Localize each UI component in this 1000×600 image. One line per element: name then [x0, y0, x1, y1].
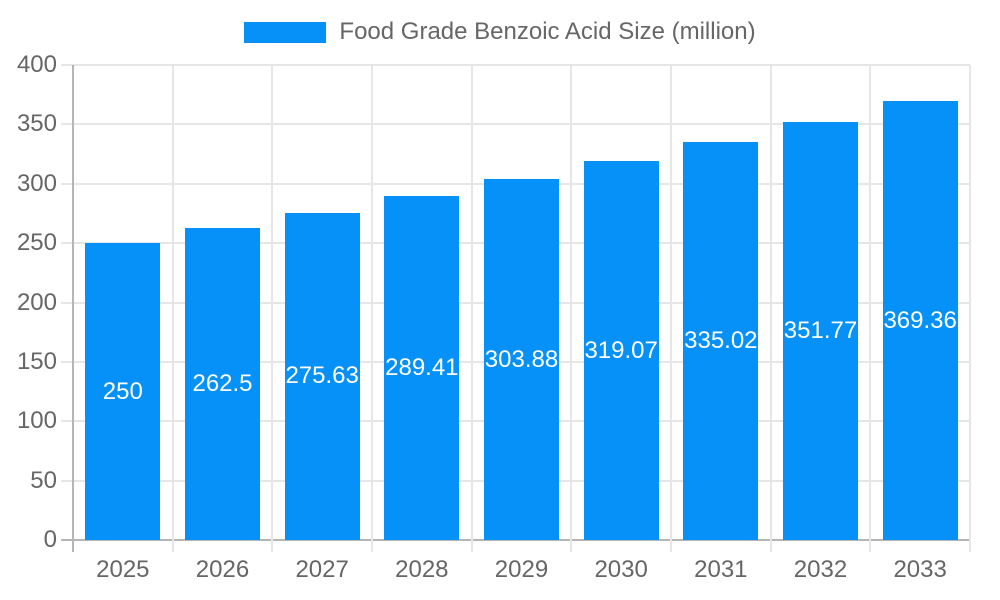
legend-swatch-icon	[244, 21, 327, 43]
bar-value-label: 351.77	[783, 317, 858, 345]
chart-plot-area: 0 50 100 150 200 250 300 350 400 250 2025 262.5 2026…	[17, 52, 971, 583]
x-gridline	[171, 65, 174, 552]
y-tick-label: 50	[30, 466, 57, 494]
x-gridline	[271, 65, 274, 552]
bar	[185, 228, 260, 540]
y-tick-label: 250	[16, 229, 57, 257]
x-axis-line	[61, 539, 970, 541]
x-tick-label: 2029	[494, 556, 549, 583]
bar	[882, 101, 958, 540]
bar-value-label: 319.07	[584, 336, 658, 364]
bar	[583, 161, 659, 540]
y-tick-label: 0	[43, 526, 57, 553]
x-tick-label: 2025	[96, 556, 150, 583]
y-axis-line	[72, 65, 74, 552]
x-tick-label: 2033	[893, 556, 947, 583]
bar-value-label: 289.41	[385, 354, 459, 382]
x-gridline	[670, 65, 672, 552]
x-tick-label: 2032	[793, 556, 848, 583]
bar-value-label: 303.88	[484, 345, 559, 373]
bar-value-label: 262.5	[192, 370, 253, 398]
x-gridline	[969, 65, 971, 552]
legend: Food Grade Benzoic Acid Size (million)	[0, 20, 1000, 44]
y-tick-label: 350	[16, 110, 57, 138]
bar-value-label: 369.36	[883, 306, 957, 334]
x-gridline	[470, 65, 473, 552]
x-tick-label: 2028	[395, 556, 449, 583]
x-gridline	[869, 65, 872, 552]
x-tick-label: 2031	[694, 556, 748, 583]
y-gridline	[61, 64, 970, 66]
x-gridline	[769, 65, 772, 552]
bar	[783, 122, 858, 540]
bar	[284, 212, 360, 540]
x-gridline	[371, 65, 373, 552]
x-tick-label: 2027	[295, 556, 349, 583]
y-tick-label: 400	[16, 51, 57, 78]
bar	[484, 179, 559, 540]
legend-label: Food Grade Benzoic Acid Size (million)	[339, 18, 756, 45]
y-tick-label: 150	[16, 347, 57, 375]
y-gridline	[61, 123, 970, 126]
legend-item[interactable]: Food Grade Benzoic Acid Size (million)	[244, 18, 756, 45]
y-tick-label: 100	[16, 407, 57, 435]
bar-value-label: 335.02	[684, 327, 758, 355]
bar	[85, 243, 161, 540]
bar	[683, 142, 759, 540]
bar-value-label: 275.63	[285, 362, 359, 390]
bar-value-label: 250	[102, 377, 143, 405]
x-tick-label: 2026	[195, 556, 250, 583]
bar	[384, 196, 460, 540]
x-tick-label: 2030	[594, 556, 648, 583]
y-tick-label: 200	[16, 288, 57, 316]
y-tick-label: 300	[16, 169, 57, 197]
x-gridline	[570, 65, 573, 552]
